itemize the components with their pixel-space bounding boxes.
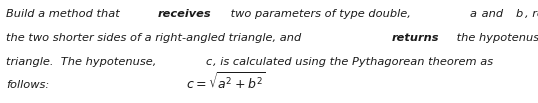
Text: c: c <box>205 57 211 67</box>
Text: Build a method that: Build a method that <box>6 9 124 19</box>
Text: , is calculated using the Pythagorean theorem as: , is calculated using the Pythagorean th… <box>213 57 493 67</box>
Text: two parameters of type double,: two parameters of type double, <box>227 9 415 19</box>
Text: b: b <box>515 9 522 19</box>
Text: a: a <box>469 9 476 19</box>
Text: follows:: follows: <box>6 80 49 90</box>
Text: the hypotenuse of the: the hypotenuse of the <box>454 33 538 43</box>
Text: $\it{c} = \sqrt{\it{a}^2 + \it{b}^2}$: $\it{c} = \sqrt{\it{a}^2 + \it{b}^2}$ <box>186 71 266 93</box>
Text: the two shorter sides of a right-angled triangle, and: the two shorter sides of a right-angled … <box>6 33 306 43</box>
Text: receives: receives <box>158 9 211 19</box>
Text: and: and <box>478 9 507 19</box>
Text: returns: returns <box>392 33 440 43</box>
Text: triangle.  The hypotenuse,: triangle. The hypotenuse, <box>6 57 160 67</box>
Text: , representing: , representing <box>525 9 538 19</box>
